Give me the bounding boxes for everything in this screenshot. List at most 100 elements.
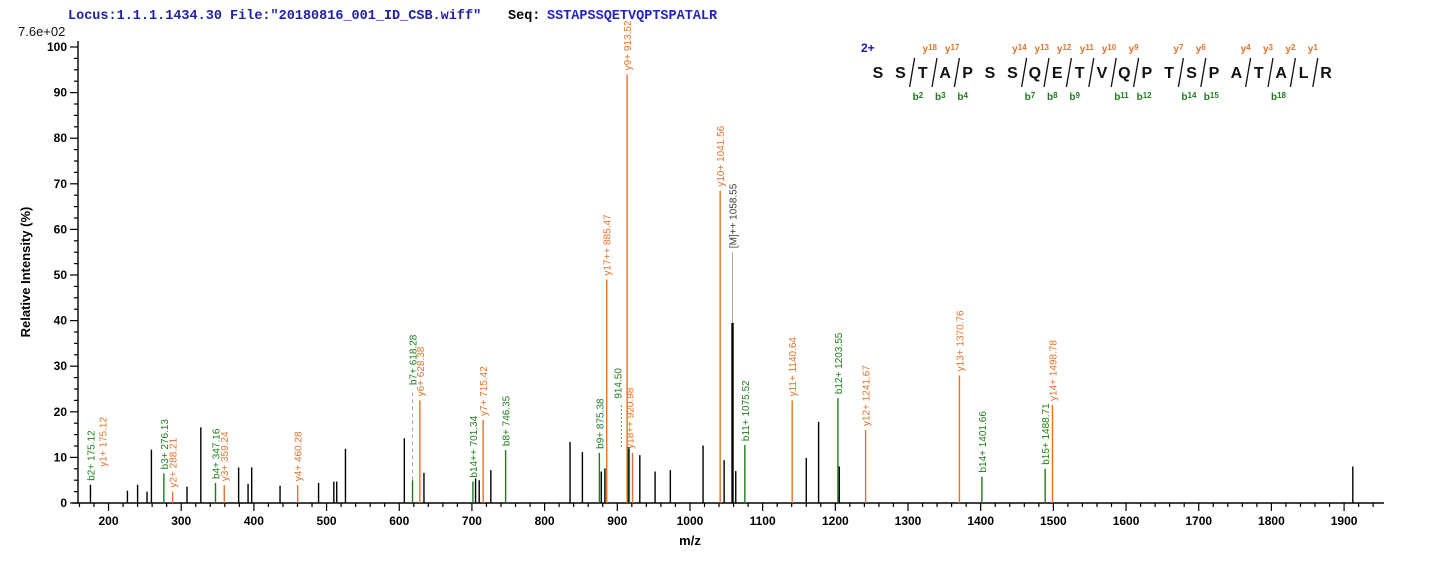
peak-label: b7+ 618.28	[409, 334, 420, 385]
peak-label: y18++ 920.98	[626, 387, 637, 449]
y-ion-label: y17	[945, 43, 960, 55]
residue-letter: L	[1299, 65, 1309, 82]
y-tick-label: 50	[54, 268, 68, 282]
residue-letter: T	[1254, 65, 1264, 82]
peak-label: b11+ 1075.52	[741, 380, 752, 441]
cleavage-mark	[1065, 57, 1073, 88]
cleavage-mark	[1312, 57, 1319, 88]
y-ion-label: y9	[1129, 43, 1140, 55]
residue-letter: S	[985, 65, 996, 82]
x-tick-label: 700	[462, 514, 482, 528]
y-tick-label: 0	[60, 496, 67, 510]
x-tick-label: 400	[244, 514, 264, 528]
y-ion-label: y11	[1080, 43, 1095, 55]
peak-label: b4+ 347.16	[211, 428, 222, 479]
cleavage-mark	[1267, 57, 1274, 88]
peak-label: y7+ 715.42	[479, 366, 490, 416]
residue-letter: S	[1186, 65, 1197, 82]
b-ion-label: b2	[913, 91, 924, 103]
residue-letter: E	[1052, 65, 1063, 82]
b-ion-label: b7	[1025, 91, 1036, 103]
residue-letter: S	[1007, 65, 1018, 82]
y-axis-title: Relative Intensity (%)	[18, 207, 33, 338]
residue-letter: S	[895, 65, 906, 82]
x-tick-label: 1600	[1113, 514, 1140, 528]
peak-label: b3+ 276.13	[160, 419, 171, 470]
x-tick-label: 1000	[677, 514, 704, 528]
x-tick-label: 500	[317, 514, 337, 528]
x-tick-label: 1500	[1040, 514, 1067, 528]
cleavage-mark	[931, 57, 938, 88]
residue-letter: T	[1164, 65, 1174, 82]
y-tick-label: 90	[54, 86, 68, 100]
x-tick-label: 1300	[895, 514, 922, 528]
b-ion-label: b9	[1069, 91, 1080, 103]
residue-letter: S	[873, 65, 884, 82]
peak-label: y2+ 288.21	[169, 437, 180, 487]
x-tick-label: 600	[389, 514, 409, 528]
cleavage-mark	[1043, 57, 1050, 88]
peak-label: b9+ 875.38	[595, 398, 606, 449]
cleavage-mark	[1088, 57, 1095, 88]
peak-label: b14+ 1401.66	[978, 411, 989, 473]
y-ion-label: y2	[1285, 43, 1296, 55]
x-tick-label: 1100	[750, 514, 776, 528]
x-tick-label: 300	[171, 514, 191, 528]
sequence-text: SSTAPSSQETVQPTSPATALR	[547, 9, 718, 24]
residue-letter: A	[939, 65, 951, 82]
y-ion-label: y7	[1173, 43, 1184, 55]
y-ion-label: y4	[1241, 43, 1252, 55]
x-tick-label: 1700	[1185, 514, 1212, 528]
y-ion-label: y12	[1057, 43, 1072, 55]
peak-label: y11+ 1140.64	[788, 337, 799, 397]
cleavage-mark	[1244, 57, 1252, 88]
cleavage-mark	[1177, 57, 1185, 88]
residue-letter: T	[1075, 65, 1085, 82]
peak-label: b2+ 175.12	[86, 430, 97, 481]
peak-label: y13+ 1370.76	[955, 310, 966, 371]
cleavage-mark	[908, 57, 916, 88]
residue-letter: Q	[1118, 65, 1130, 82]
peak-label: y17++ 885.47	[603, 214, 614, 276]
b-ion-label: b15	[1204, 91, 1220, 103]
y-ion-label: y18	[923, 43, 938, 55]
cleavage-mark	[1020, 57, 1028, 88]
peak-label: 914.50	[613, 368, 624, 399]
x-tick-label: 1800	[1258, 514, 1285, 528]
peak-label: [M]++ 1058.55	[729, 183, 740, 248]
x-tick-label: 900	[607, 514, 627, 528]
seq-label: Seq:	[508, 9, 541, 24]
peak-label: y10+ 1041.56	[716, 125, 727, 186]
x-tick-label: 1900	[1331, 514, 1358, 528]
b-ion-label: b11	[1114, 91, 1129, 103]
b-ion-label: b4	[957, 91, 968, 103]
residue-letter: A	[1231, 65, 1243, 82]
peak-label: y12+ 1241.67	[862, 365, 873, 426]
cleavage-mark	[1110, 57, 1117, 88]
x-tick-label: 1200	[822, 514, 849, 528]
x-tick-label: 800	[535, 514, 555, 528]
y-tick-label: 80	[54, 131, 68, 145]
y-tick-label: 100	[47, 40, 67, 54]
peak-label: y6+ 628.38	[416, 346, 427, 396]
peak-label: y3+ 359.24	[220, 431, 231, 481]
cleavage-mark	[1289, 57, 1297, 88]
b-ion-label: b8	[1047, 91, 1058, 103]
precursor-charge-label: 2+	[861, 41, 875, 55]
peak-label: y9+ 913.52	[623, 20, 634, 70]
peak-label: b15+ 1488.71	[1041, 403, 1052, 465]
y-tick-label: 10	[54, 450, 68, 464]
header-bar: Locus:1.1.1.1434.30 File:"20180816_001_I…	[0, 6, 1436, 28]
cleavage-mark	[1200, 57, 1207, 88]
b-ion-label: b12	[1137, 91, 1153, 103]
cleavage-mark	[953, 57, 961, 88]
y-ion-label: y13	[1035, 43, 1050, 55]
residue-letter: Q	[1029, 65, 1041, 82]
residue-letter: R	[1320, 65, 1332, 82]
locus-file-text: Locus:1.1.1.1434.30 File:"20180816_001_I…	[68, 9, 482, 24]
residue-letter: P	[1141, 65, 1152, 82]
y-tick-label: 60	[54, 222, 68, 236]
residue-letter: A	[1275, 65, 1287, 82]
